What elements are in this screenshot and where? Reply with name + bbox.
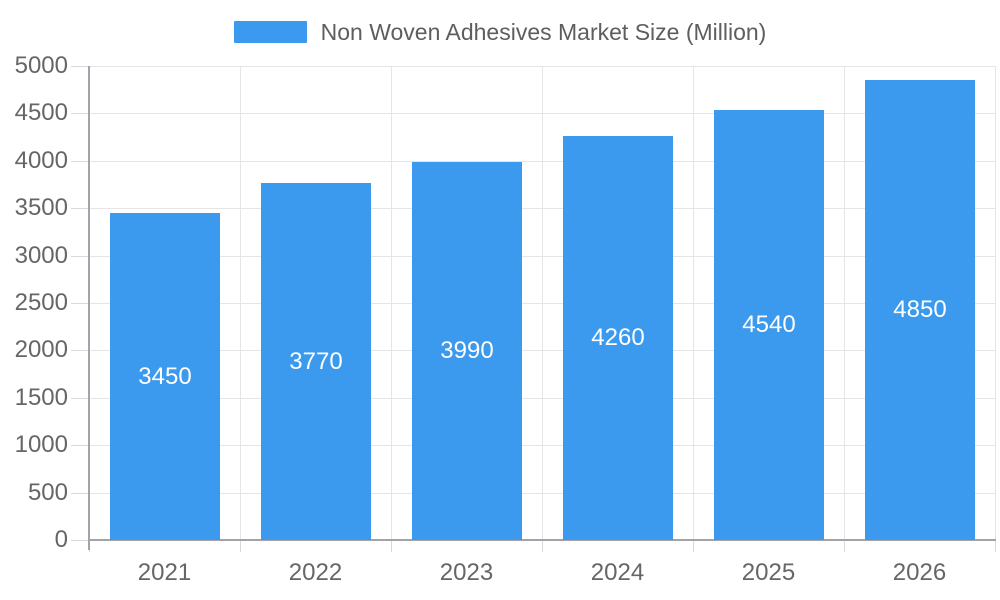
y-axis-tick <box>71 161 89 162</box>
bar-value-label: 4540 <box>742 311 796 338</box>
legend-swatch <box>233 21 307 43</box>
x-axis-tick <box>693 540 694 552</box>
gridline-vertical <box>995 66 996 540</box>
x-axis-tick <box>240 540 241 552</box>
x-axis-tick <box>844 540 845 552</box>
y-axis-tick <box>71 445 89 446</box>
y-axis-label: 4500 <box>14 99 68 126</box>
y-axis-tick <box>71 208 89 209</box>
y-axis-label: 3500 <box>14 194 68 221</box>
bar-2021: 3450 <box>110 213 220 540</box>
y-axis-label: 0 <box>54 526 68 553</box>
gridline-vertical <box>542 66 543 540</box>
y-axis-label: 1000 <box>14 431 68 458</box>
bar-2022: 3770 <box>261 183 371 540</box>
y-axis-label: 4000 <box>14 147 68 174</box>
gridline-vertical <box>240 66 241 540</box>
y-axis-label: 3000 <box>14 242 68 269</box>
y-axis-tick <box>71 303 89 304</box>
y-axis-label: 2000 <box>14 336 68 363</box>
y-axis-label: 2500 <box>14 289 68 316</box>
y-axis-label: 5000 <box>14 52 68 79</box>
bar-value-label: 3990 <box>440 337 494 364</box>
y-axis-tick <box>71 398 89 399</box>
bar-2023: 3990 <box>412 162 522 540</box>
y-axis-tick <box>71 66 89 67</box>
y-axis-label: 500 <box>27 479 68 506</box>
bar-value-label: 4850 <box>893 296 947 323</box>
y-axis-tick <box>71 493 89 494</box>
legend-label: Non Woven Adhesives Market Size (Million… <box>320 18 767 45</box>
x-axis-label: 2022 <box>288 559 343 586</box>
x-axis-label: 2024 <box>590 559 645 586</box>
x-axis-label: 2026 <box>892 559 947 586</box>
bar-value-label: 3450 <box>138 362 192 390</box>
bar-2026: 4850 <box>865 80 975 540</box>
y-axis-label: 1500 <box>14 384 68 411</box>
x-axis-label: 2023 <box>439 559 494 586</box>
x-axis-label: 2021 <box>137 559 192 586</box>
legend[interactable]: Non Woven Adhesives Market Size (Million… <box>0 13 1000 51</box>
y-axis-line <box>88 66 90 550</box>
gridline-vertical <box>844 66 845 540</box>
x-axis-tick <box>391 540 392 552</box>
gridline-vertical <box>693 66 694 540</box>
y-axis-tick <box>71 540 89 541</box>
bar-value-label: 3770 <box>289 347 343 375</box>
x-axis-line <box>88 539 996 541</box>
y-axis-tick <box>71 350 89 351</box>
bar-2024: 4260 <box>563 136 673 540</box>
y-axis-tick <box>71 113 89 114</box>
y-axis-tick <box>71 256 89 257</box>
bar-value-label: 4260 <box>591 324 645 351</box>
gridline-vertical <box>391 66 392 540</box>
x-axis-label: 2025 <box>741 559 796 586</box>
x-axis-tick <box>995 540 996 552</box>
x-axis-tick <box>542 540 543 552</box>
bar-2025: 4540 <box>714 110 824 540</box>
